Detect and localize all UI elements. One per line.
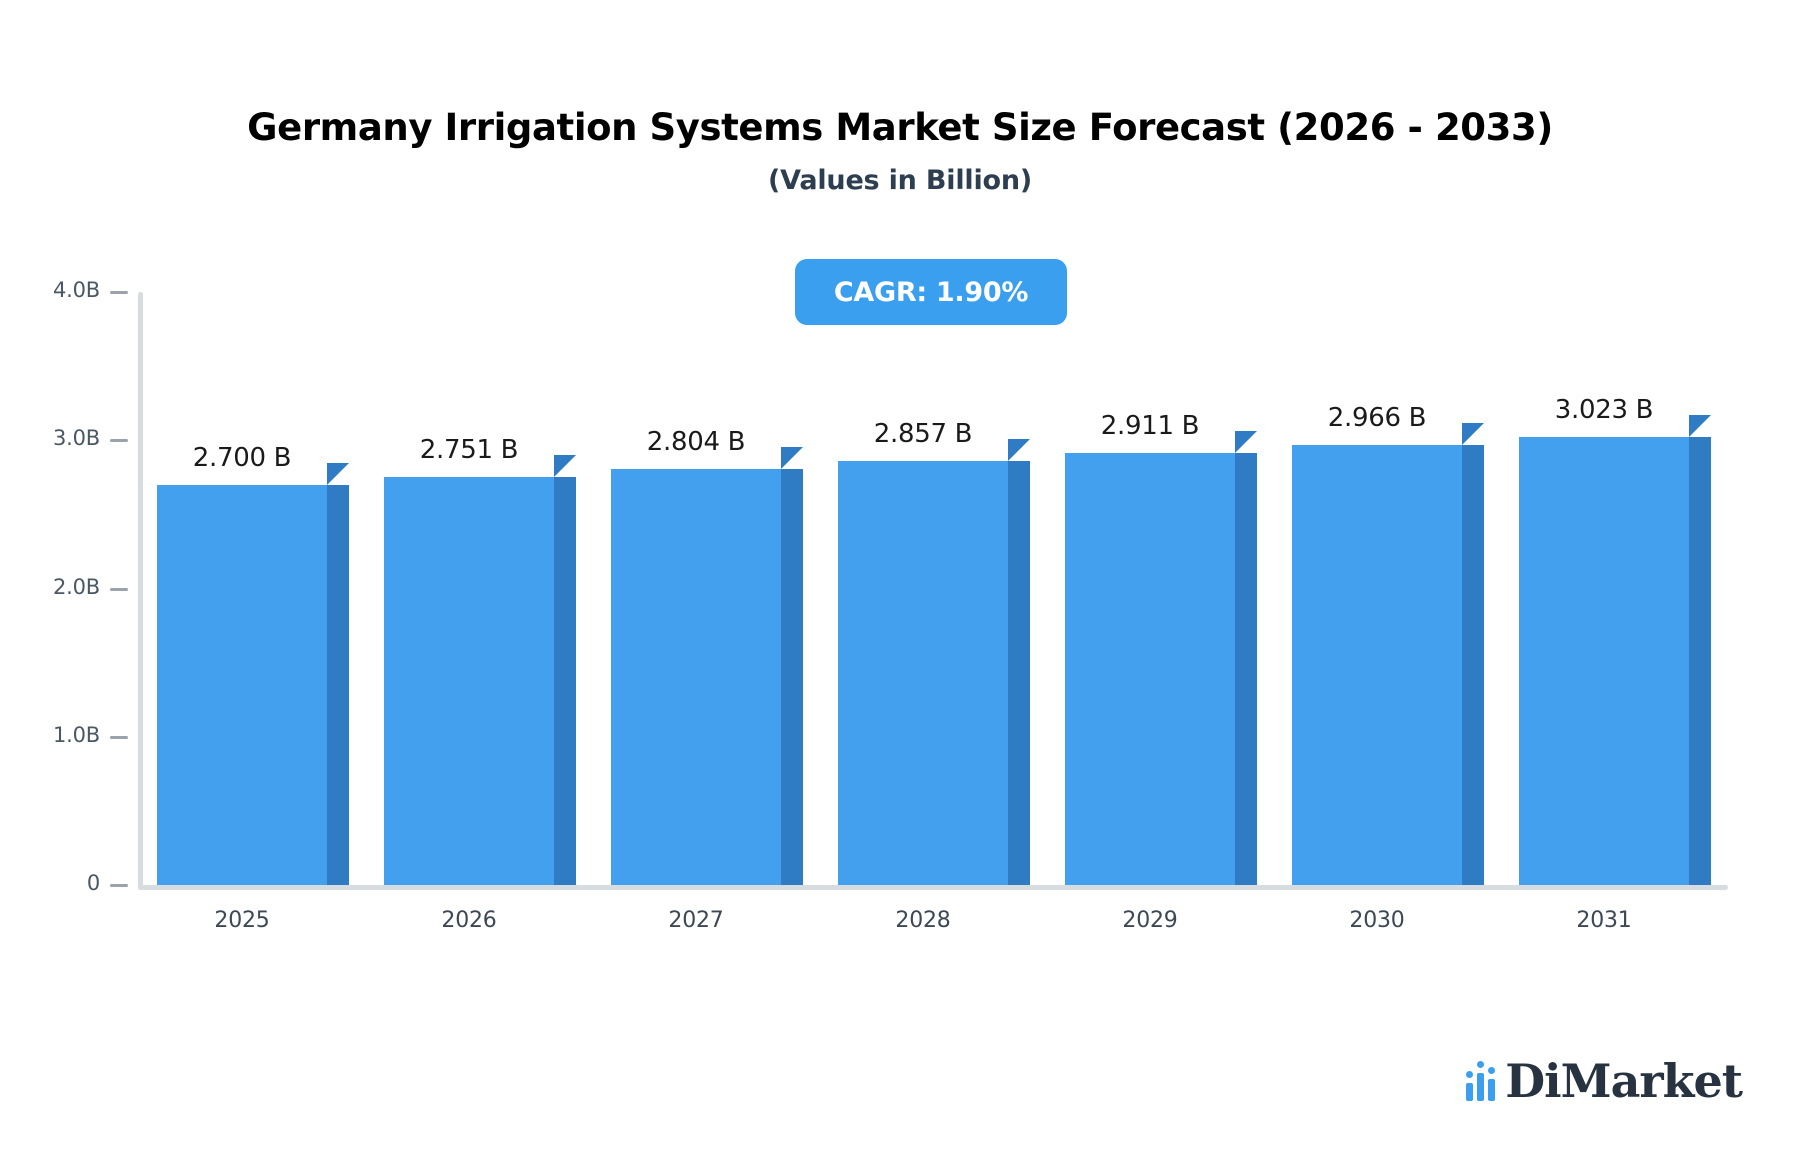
bar-value-label: 2.966 B	[1327, 403, 1427, 434]
logo-bar-3	[1488, 1067, 1496, 1101]
y-axis-line	[138, 292, 143, 888]
bar-value-label: 2.751 B	[419, 435, 519, 466]
dimarket-logo: DiMarket	[1466, 1054, 1743, 1108]
x-tick-label: 2026	[441, 908, 497, 933]
y-tick-mark	[110, 735, 128, 739]
y-tick-label: 2.0B	[52, 574, 100, 599]
bar-side-panel	[1462, 423, 1484, 885]
y-tick-label: 1.0B	[52, 722, 100, 747]
bar-face	[1292, 445, 1462, 885]
x-tick-label: 2031	[1576, 908, 1632, 933]
bar-value-label: 2.857 B	[873, 419, 973, 450]
bar-face	[1065, 453, 1235, 885]
bar-value-label: 2.911 B	[1100, 411, 1200, 442]
bar-face	[157, 484, 327, 885]
bar-value-label: 2.700 B	[192, 442, 292, 473]
bar-face	[838, 461, 1008, 885]
cagr-badge: CAGR: 1.90%	[795, 259, 1067, 325]
cagr-badge-label: CAGR: 1.90%	[833, 276, 1029, 308]
bar-face	[611, 469, 781, 885]
bar-top-bevel	[1235, 431, 1257, 454]
bar-top-bevel	[327, 462, 349, 485]
bar-top-bevel	[1008, 439, 1030, 462]
x-tick-label: 2030	[1349, 908, 1405, 933]
bar-chart-logo-icon	[1466, 1061, 1496, 1101]
x-tick-label: 2027	[668, 908, 724, 933]
bar-side-panel	[554, 455, 576, 885]
bar-top-bevel	[554, 455, 576, 478]
bar-top-bevel	[1689, 414, 1711, 437]
y-tick-mark	[110, 884, 128, 887]
bar-value-label: 3.023 B	[1554, 394, 1654, 425]
logo-wordmark: DiMarket	[1505, 1054, 1743, 1108]
bar-side-panel	[1235, 431, 1257, 885]
logo-bar-2	[1477, 1061, 1485, 1101]
title-block: Germany Irrigation Systems Market Size F…	[0, 106, 1800, 196]
chart-subtitle: (Values in Billion)	[767, 164, 1033, 196]
bar-side-panel	[1689, 414, 1711, 885]
y-tick-mark	[110, 439, 128, 443]
chart-title: Germany Irrigation Systems Market Size F…	[247, 106, 1553, 149]
bar-side-panel	[327, 462, 349, 885]
x-tick-label: 2025	[214, 908, 270, 933]
y-tick-mark	[110, 587, 128, 591]
bar-side-panel	[781, 447, 803, 885]
bar-face	[1519, 436, 1689, 885]
bar-face	[384, 477, 554, 885]
bar-value-label: 2.804 B	[646, 427, 746, 458]
x-axis-line	[138, 885, 1728, 890]
bar-top-bevel	[1462, 423, 1484, 446]
logo-bar-1	[1466, 1071, 1474, 1101]
bar-top-bevel	[781, 447, 803, 470]
y-tick-label: 0	[86, 871, 100, 895]
x-tick-label: 2029	[1122, 908, 1178, 933]
y-tick-label: 3.0B	[52, 426, 100, 451]
bar-side-panel	[1008, 439, 1030, 885]
x-tick-label: 2028	[895, 908, 951, 933]
y-tick-label: 4.0B	[52, 278, 100, 302]
y-tick-mark	[110, 291, 128, 294]
